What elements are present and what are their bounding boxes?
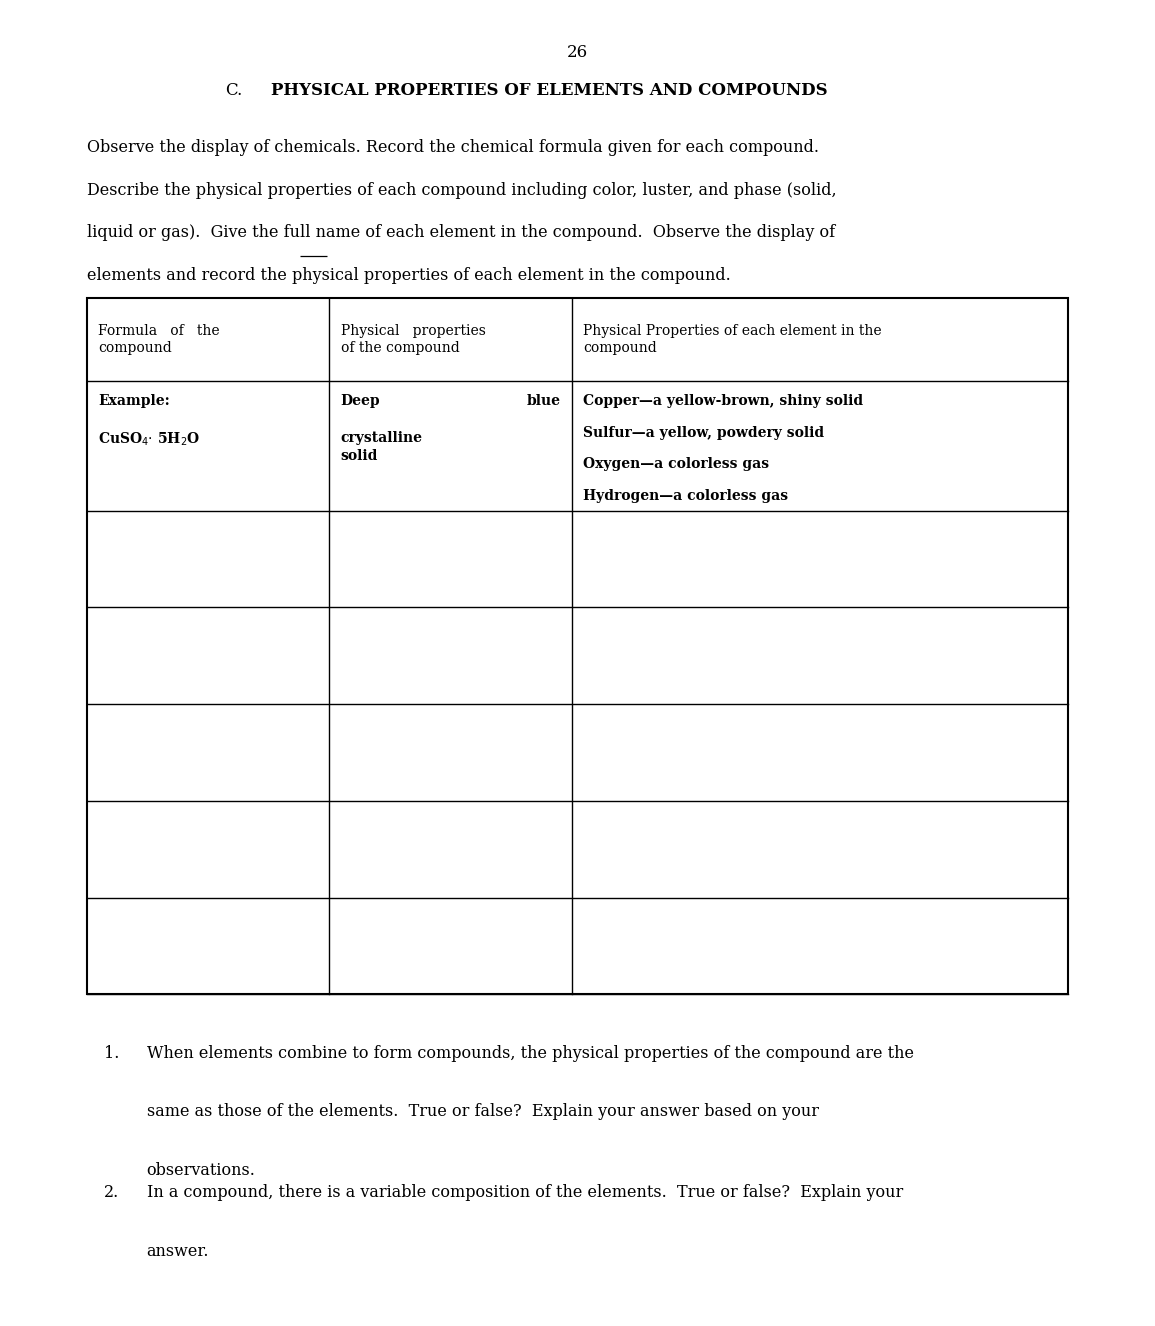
- Text: 2.: 2.: [104, 1184, 119, 1201]
- Text: Physical   properties
of the compound: Physical properties of the compound: [341, 324, 485, 355]
- Text: Oxygen—a colorless gas: Oxygen—a colorless gas: [583, 457, 769, 472]
- Text: Formula   of   the
compound: Formula of the compound: [98, 324, 219, 355]
- Text: observations.: observations.: [147, 1162, 255, 1179]
- Text: Observe the display of chemicals. Record the chemical formula given for each com: Observe the display of chemicals. Record…: [87, 139, 819, 156]
- Text: When elements combine to form compounds, the physical properties of the compound: When elements combine to form compounds,…: [147, 1045, 914, 1062]
- Text: Hydrogen—a colorless gas: Hydrogen—a colorless gas: [583, 489, 789, 504]
- Text: 26: 26: [567, 44, 588, 61]
- Text: Deep: Deep: [341, 394, 380, 408]
- Text: Copper—a yellow-brown, shiny solid: Copper—a yellow-brown, shiny solid: [583, 394, 864, 408]
- Text: Describe the physical properties of each compound including color, luster, and p: Describe the physical properties of each…: [87, 182, 836, 199]
- Text: answer.: answer.: [147, 1242, 209, 1260]
- Text: Example:: Example:: [98, 394, 170, 408]
- Text: PHYSICAL PROPERTIES OF ELEMENTS AND COMPOUNDS: PHYSICAL PROPERTIES OF ELEMENTS AND COMP…: [271, 82, 828, 99]
- Text: Physical Properties of each element in the
compound: Physical Properties of each element in t…: [583, 324, 882, 355]
- Text: In a compound, there is a variable composition of the elements.  True or false? : In a compound, there is a variable compo…: [147, 1184, 903, 1201]
- Text: liquid or gas).  Give the full name of each element in the compound.  Observe th: liquid or gas). Give the full name of ea…: [87, 224, 835, 241]
- Text: Sulfur—a yellow, powdery solid: Sulfur—a yellow, powdery solid: [583, 426, 825, 440]
- Text: CuSO$_4$$\cdot$ 5H$_2$O: CuSO$_4$$\cdot$ 5H$_2$O: [98, 431, 200, 448]
- Text: 1.: 1.: [104, 1045, 119, 1062]
- Text: same as those of the elements.  True or false?  Explain your answer based on you: same as those of the elements. True or f…: [147, 1103, 819, 1120]
- FancyBboxPatch shape: [87, 298, 1068, 994]
- Text: elements and record the physical properties of each element in the compound.: elements and record the physical propert…: [87, 267, 730, 284]
- Text: C.: C.: [225, 82, 243, 99]
- Text: crystalline
solid: crystalline solid: [341, 431, 423, 463]
- Text: blue: blue: [527, 394, 560, 408]
